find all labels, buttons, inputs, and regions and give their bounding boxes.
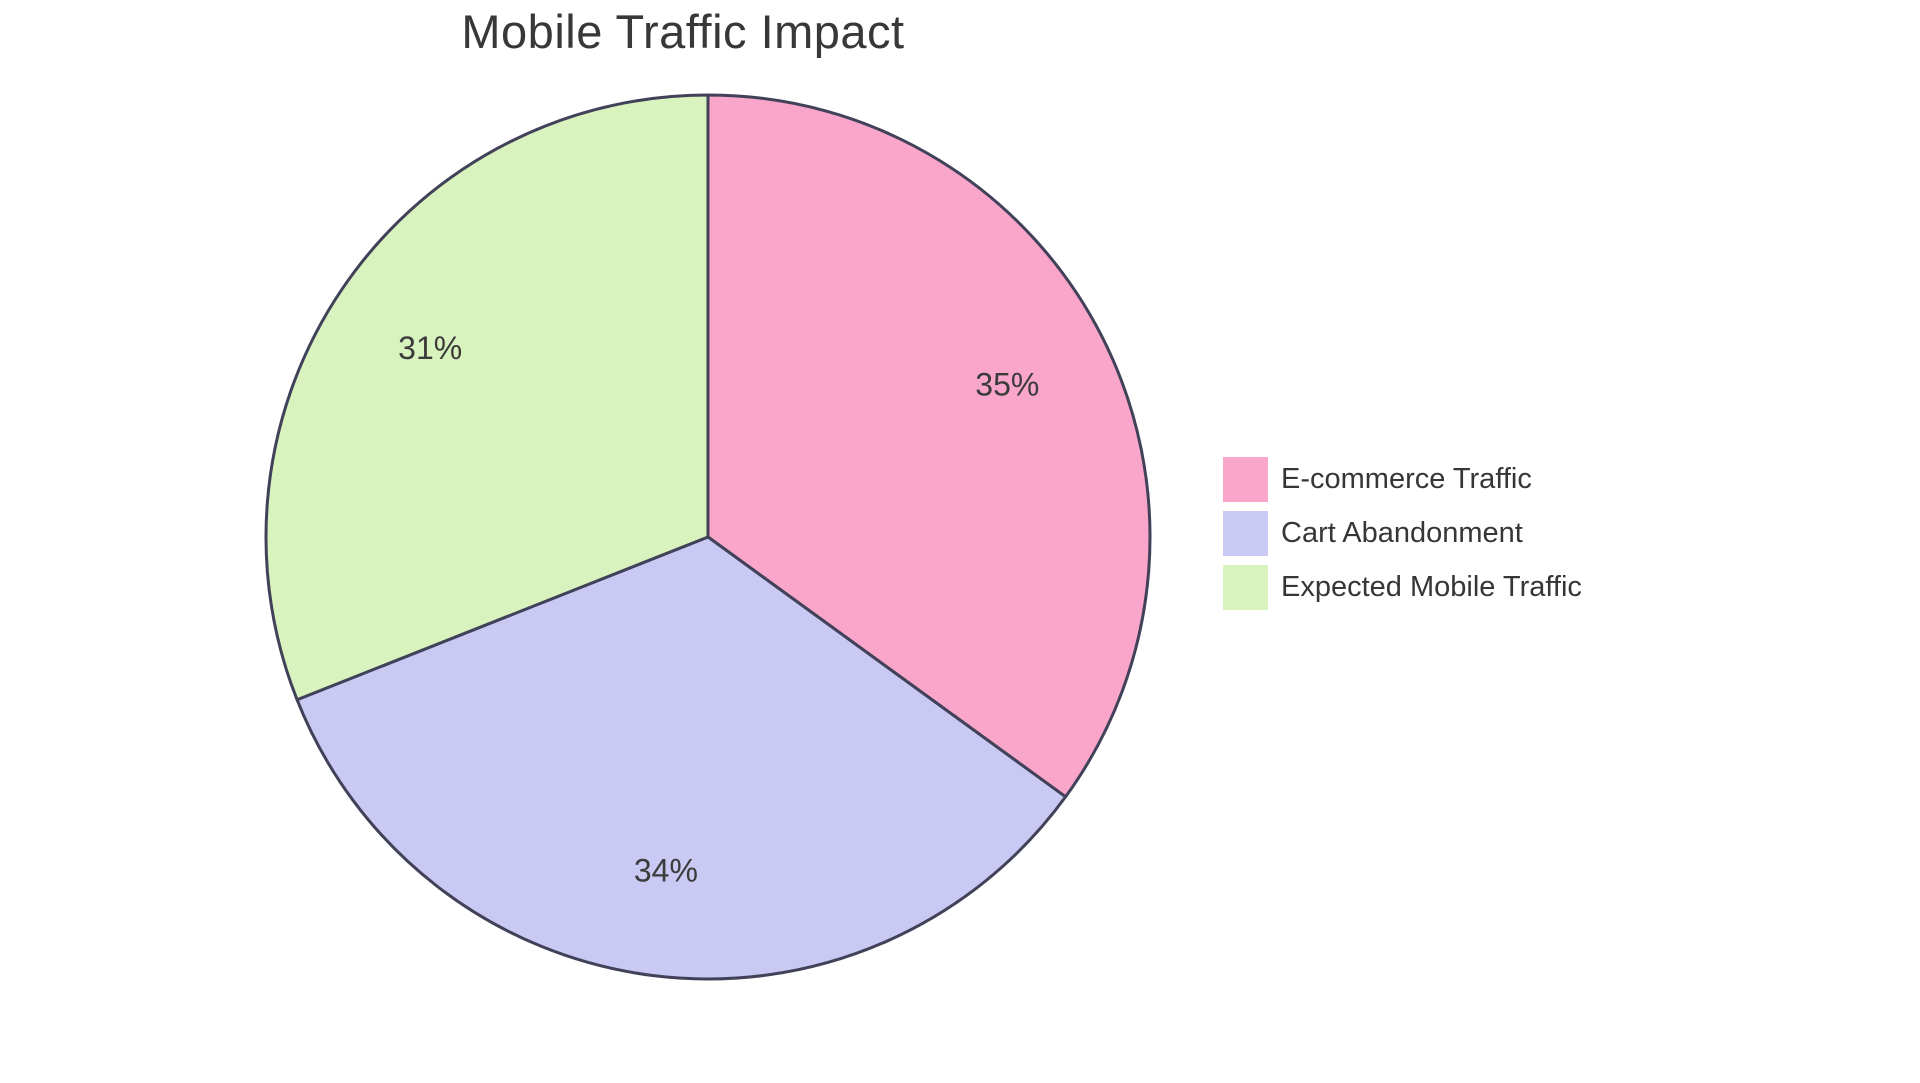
pie-slice xyxy=(264,93,710,702)
pie-slice-percentage-label: 34% xyxy=(634,852,698,888)
pie-slice xyxy=(706,93,1152,799)
legend-item: E-commerce Traffic xyxy=(1223,457,1582,502)
legend: E-commerce Traffic Cart Abandonment Expe… xyxy=(1223,457,1582,610)
legend-item-label: Cart Abandonment xyxy=(1281,517,1523,549)
pie-slice-percentage-label: 31% xyxy=(398,330,462,366)
legend-item: Expected Mobile Traffic xyxy=(1223,565,1582,610)
legend-item-label: E-commerce Traffic xyxy=(1281,463,1532,495)
legend-swatch xyxy=(1223,565,1268,610)
legend-swatch xyxy=(1223,457,1268,502)
pie-slice-percentage-label: 35% xyxy=(975,367,1039,403)
pie-slice xyxy=(295,535,1068,981)
legend-item: Cart Abandonment xyxy=(1223,511,1582,556)
legend-swatch xyxy=(1223,511,1268,556)
chart-title: Mobile Traffic Impact xyxy=(461,5,905,58)
legend-item-label: Expected Mobile Traffic xyxy=(1281,571,1582,603)
